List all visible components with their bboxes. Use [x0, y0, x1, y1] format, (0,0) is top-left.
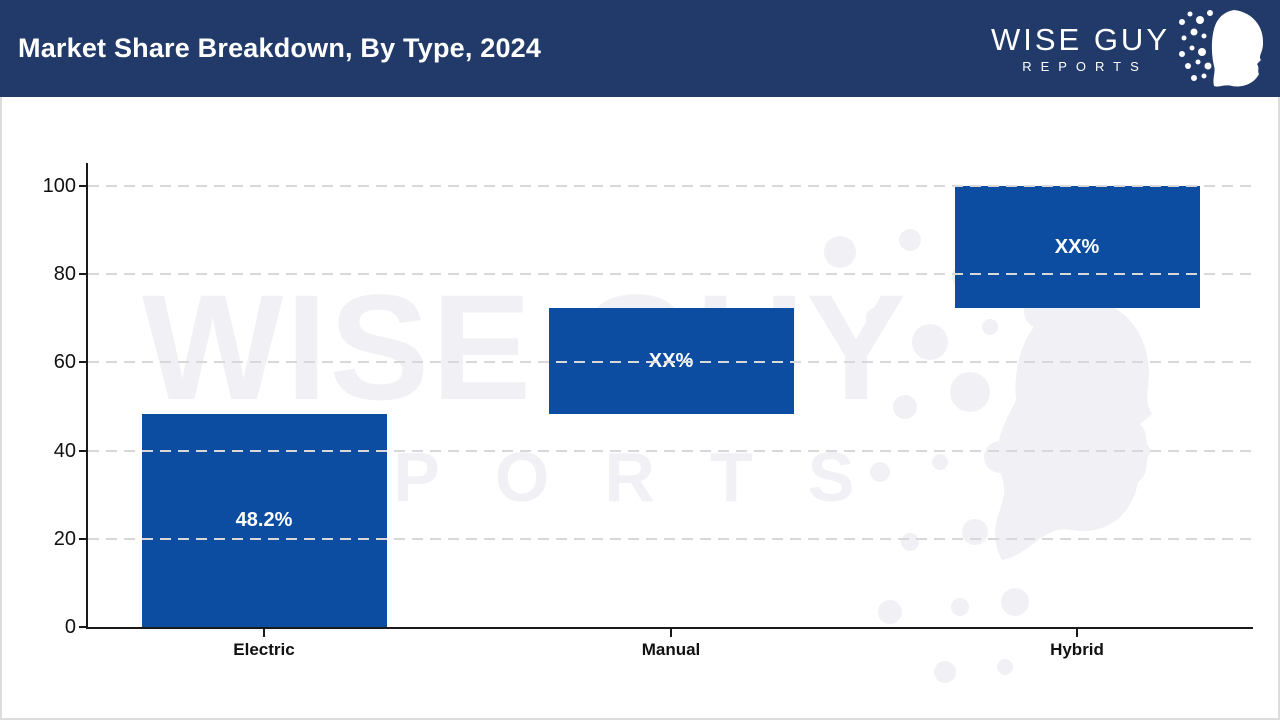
- y-tick-label: 60: [53, 351, 76, 374]
- y-tickmark: [79, 626, 87, 628]
- y-tickmark: [79, 537, 87, 540]
- y-axis-line: [86, 163, 88, 629]
- brand-logo-line1: WISE GUY: [990, 22, 1170, 58]
- y-tick-label: 40: [53, 439, 76, 462]
- gridline: [88, 537, 1252, 540]
- frame-edge-bottom: [0, 718, 1280, 720]
- y-tick-label: 0: [64, 616, 76, 638]
- gridline: [88, 273, 1252, 276]
- x-category-label: Hybrid: [1050, 640, 1104, 659]
- y-tick-label: 20: [53, 527, 76, 550]
- brand-logo: WISE GUY REPORTS: [991, 8, 1266, 90]
- x-axis-line: [86, 627, 1253, 629]
- x-category-label: Electric: [233, 640, 295, 659]
- brand-face-icon: [1179, 9, 1264, 87]
- frame-edge-right: [1278, 97, 1280, 720]
- y-tickmark: [79, 449, 87, 452]
- brand-logo-text: WISE GUY REPORTS: [990, 22, 1170, 74]
- bar-hybrid: [954, 186, 1200, 309]
- gridline: [88, 361, 1252, 364]
- y-tickmark: [79, 361, 87, 364]
- y-tickmark: [79, 185, 87, 187]
- x-tickmark: [1076, 629, 1078, 637]
- y-tickmark: [79, 273, 87, 276]
- brand-logo-line2: REPORTS: [1022, 58, 1148, 74]
- bar-manual: [548, 308, 794, 415]
- frame-edge-left: [0, 97, 2, 720]
- y-tick-label: 100: [42, 175, 76, 197]
- bar-value-label: 48.2%: [235, 509, 293, 532]
- x-category-label: Manual: [641, 640, 701, 659]
- y-tick-label: 80: [53, 263, 76, 286]
- bar-value-label: XX%: [648, 350, 694, 373]
- page-title: Market Share Breakdown, By Type, 2024: [18, 33, 542, 63]
- gridline: [88, 449, 1252, 452]
- x-tickmark: [670, 629, 672, 637]
- x-tickmark: [263, 629, 265, 637]
- gridline: [88, 185, 1252, 187]
- header-bar: Market Share Breakdown, By Type, 2024 WI…: [0, 0, 1280, 97]
- bar-value-label: XX%: [1054, 236, 1100, 258]
